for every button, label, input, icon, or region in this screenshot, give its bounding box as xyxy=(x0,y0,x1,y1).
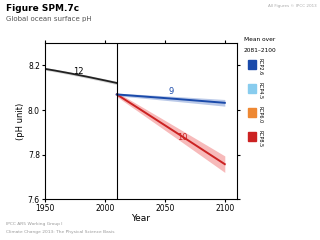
Text: RCP8.5: RCP8.5 xyxy=(258,130,263,147)
Text: RCP6.0: RCP6.0 xyxy=(258,106,263,123)
Text: RCP4.5: RCP4.5 xyxy=(258,82,263,99)
X-axis label: Year: Year xyxy=(131,215,150,223)
Text: 10: 10 xyxy=(178,133,188,142)
Text: Mean over: Mean over xyxy=(244,37,275,42)
Text: RCP2.6: RCP2.6 xyxy=(258,58,263,75)
Text: IPCC AR5 Working Group I: IPCC AR5 Working Group I xyxy=(6,222,63,226)
Text: Global ocean surface pH: Global ocean surface pH xyxy=(6,16,92,22)
Text: 2081–2100: 2081–2100 xyxy=(244,48,276,53)
Text: Figure SPM.7c: Figure SPM.7c xyxy=(6,4,80,12)
Text: All Figures © IPCC 2013: All Figures © IPCC 2013 xyxy=(268,4,317,8)
Text: 9: 9 xyxy=(168,87,173,96)
Y-axis label: (pH unit): (pH unit) xyxy=(16,102,25,140)
Text: 12: 12 xyxy=(73,66,84,76)
Text: Climate Change 2013: The Physical Science Basis: Climate Change 2013: The Physical Scienc… xyxy=(6,230,115,234)
